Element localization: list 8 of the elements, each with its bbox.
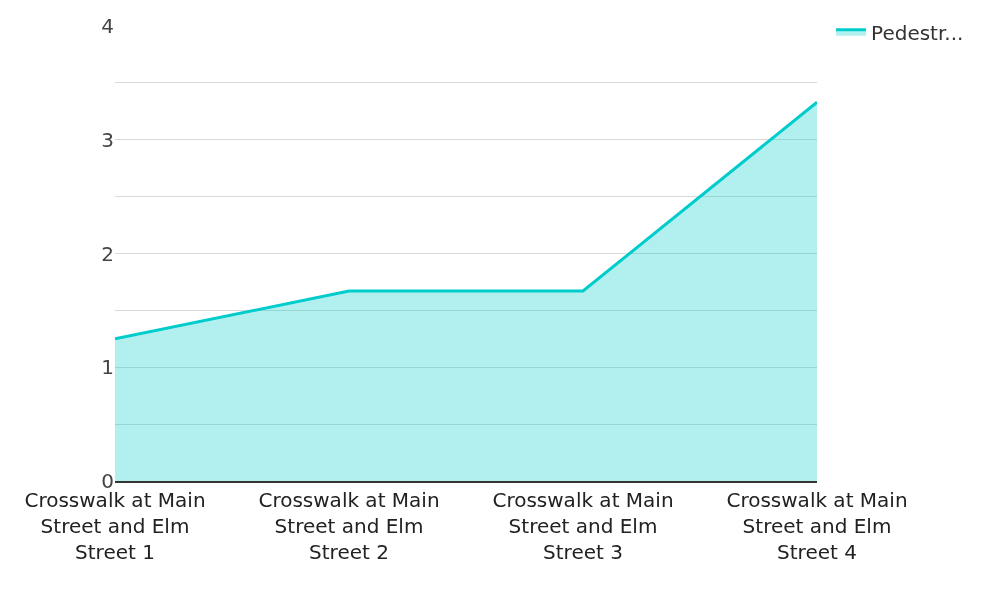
y-tick-label: 1 [101,355,114,380]
y-tick-label: 3 [101,127,114,152]
legend-label: Pedestr... [871,20,964,45]
x-tick-label: Crosswalk at Main Street and Elm Street 4 [726,487,908,564]
y-tick-label: 2 [101,241,114,266]
x-tick-label: Crosswalk at Main Street and Elm Street 3 [492,487,674,564]
y-tick-label: 4 [101,14,114,38]
x-tick-label: Crosswalk at Main Street and Elm Street 2 [258,487,440,564]
